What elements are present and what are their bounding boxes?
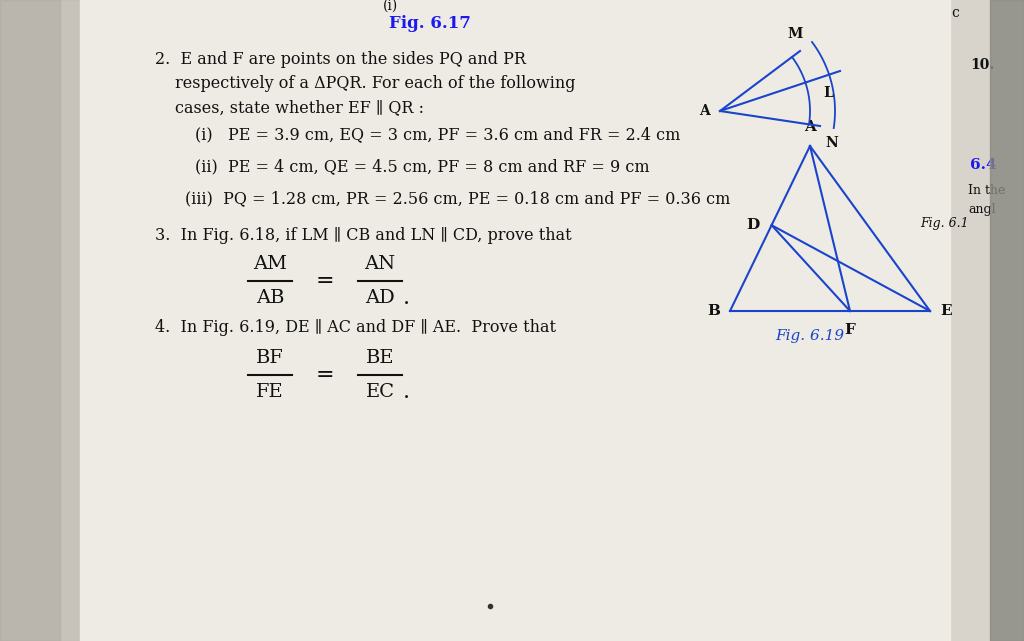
Text: BE: BE [366,349,394,367]
Text: BF: BF [256,349,284,367]
Text: 2.  E and F are points on the sides PQ and PR: 2. E and F are points on the sides PQ an… [155,51,526,69]
Text: M: M [787,27,803,41]
Text: 6.4: 6.4 [970,158,996,172]
Text: AD: AD [366,289,395,307]
Text: respectively of a ΔPQR. For each of the following: respectively of a ΔPQR. For each of the … [175,76,575,92]
Text: 10.: 10. [970,58,994,72]
Text: FE: FE [256,383,284,401]
Bar [80,0,950,641]
Text: .: . [402,381,410,403]
Text: AN: AN [365,255,395,273]
Text: (iii)  PQ = 1.28 cm, PR = 2.56 cm, PE = 0.18 cm and PF = 0.36 cm: (iii) PQ = 1.28 cm, PR = 2.56 cm, PE = 0… [185,190,730,208]
Text: A: A [699,104,710,118]
Text: L: L [823,86,833,100]
Text: (i): (i) [382,0,397,13]
Text: (i)   PE = 3.9 cm, EQ = 3 cm, PF = 3.6 cm and FR = 2.4 cm: (i) PE = 3.9 cm, EQ = 3 cm, PF = 3.6 cm … [195,126,680,144]
Text: A: A [804,120,816,134]
Text: cases, state whether EF ∥ QR :: cases, state whether EF ∥ QR : [175,99,424,117]
Text: E: E [940,304,951,318]
Text: Fig. 6.1: Fig. 6.1 [920,217,969,229]
Text: =: = [315,270,334,292]
Text: Fig. 6.17: Fig. 6.17 [389,15,471,31]
Text: 4.  In Fig. 6.19, DE ∥ AC and DF ∥ AE.  Prove that: 4. In Fig. 6.19, DE ∥ AC and DF ∥ AE. Pr… [155,319,556,335]
Text: AM: AM [253,255,287,273]
Text: (ii)  PE = 4 cm, QE = 4.5 cm, PF = 8 cm and RF = 9 cm: (ii) PE = 4 cm, QE = 4.5 cm, PF = 8 cm a… [195,158,649,176]
Text: In the: In the [968,185,1006,197]
Text: =: = [315,364,334,386]
Text: D: D [746,218,760,232]
Text: c: c [951,6,958,20]
Text: AB: AB [256,289,285,307]
Text: N: N [825,136,838,150]
Text: EC: EC [366,383,394,401]
Bar [990,0,1024,641]
Text: .: . [402,287,410,309]
Text: B: B [707,304,720,318]
Text: Fig. 6.19: Fig. 6.19 [775,329,845,343]
Text: angl: angl [968,203,995,215]
Bar [0,0,60,641]
Text: 3.  In Fig. 6.18, if LM ∥ CB and LN ∥ CD, prove that: 3. In Fig. 6.18, if LM ∥ CB and LN ∥ CD,… [155,228,571,244]
Text: F: F [845,323,855,337]
Bar [0,0,100,641]
